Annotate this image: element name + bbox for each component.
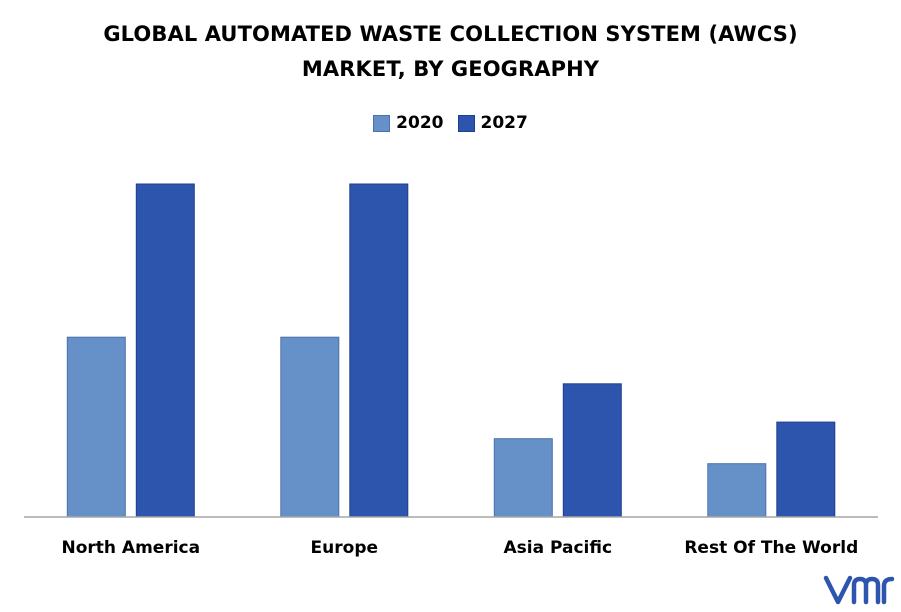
legend-label-2027: 2027	[480, 113, 528, 133]
x-tick-label-north-america: North America	[61, 538, 200, 558]
bar-2020-europe	[280, 336, 340, 518]
bar-2027-rest-of-the-world	[776, 421, 836, 518]
bar-2027-north-america	[135, 183, 195, 518]
bar-2027-europe	[349, 183, 409, 518]
bar-2020-north-america	[66, 336, 126, 518]
legend-item-2027: 2027	[457, 113, 528, 133]
legend: 2020 2027	[0, 113, 901, 133]
bar-2027-asia-pacific	[562, 383, 622, 518]
x-tick-label-asia-pacific: Asia Pacific	[504, 538, 613, 558]
chart-title-line-1: GLOBAL AUTOMATED WASTE COLLECTION SYSTEM…	[103, 22, 798, 46]
legend-label-2020: 2020	[396, 113, 444, 133]
legend-swatch-2020	[373, 114, 391, 132]
vmr-logo	[823, 575, 895, 605]
bar-2020-asia-pacific	[493, 438, 553, 518]
chart-title-line-2: MARKET, BY GEOGRAPHY	[301, 57, 600, 81]
legend-item-2020: 2020	[373, 113, 444, 133]
legend-swatch-2027	[457, 114, 475, 132]
x-tick-label-europe: Europe	[311, 538, 378, 558]
bar-2020-rest-of-the-world	[707, 463, 767, 518]
x-tick-label-rest-of-the-world: Rest Of The World	[684, 538, 858, 558]
